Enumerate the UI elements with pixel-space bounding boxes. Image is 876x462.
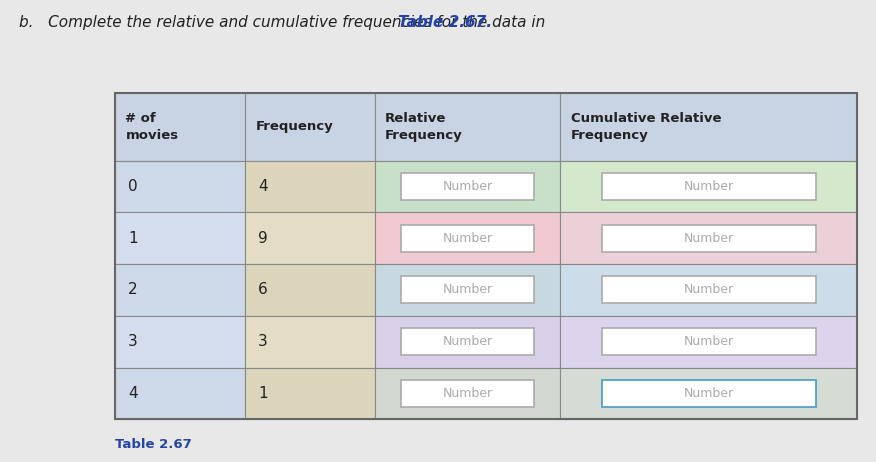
Bar — [115, 264, 244, 316]
Bar — [115, 212, 244, 264]
Bar — [400, 380, 534, 407]
Bar — [400, 276, 534, 304]
Text: Number: Number — [442, 180, 492, 193]
Text: Number: Number — [683, 387, 734, 400]
Text: 2: 2 — [128, 282, 138, 298]
Text: Frequency: Frequency — [255, 121, 333, 134]
Bar — [400, 225, 534, 252]
Text: Number: Number — [683, 231, 734, 245]
Bar — [115, 93, 857, 419]
Text: Number: Number — [442, 231, 492, 245]
Text: 0: 0 — [128, 179, 138, 194]
Bar — [375, 93, 561, 160]
Bar — [400, 328, 534, 355]
Bar — [244, 93, 375, 160]
Bar — [244, 160, 375, 212]
Text: 1: 1 — [258, 386, 267, 401]
Bar — [115, 160, 244, 212]
Text: Relative
Frequency: Relative Frequency — [385, 112, 463, 142]
Bar — [561, 160, 857, 212]
Bar — [561, 212, 857, 264]
Text: Number: Number — [683, 335, 734, 348]
Bar — [561, 93, 857, 160]
Text: # of
movies: # of movies — [125, 112, 179, 142]
Bar — [375, 316, 561, 368]
Bar — [602, 328, 816, 355]
Bar — [602, 225, 816, 252]
Text: Table 2.67.: Table 2.67. — [398, 15, 491, 30]
Text: Number: Number — [442, 335, 492, 348]
Bar — [375, 264, 561, 316]
Text: Table 2.67: Table 2.67 — [115, 438, 192, 450]
Text: 4: 4 — [128, 386, 138, 401]
Bar — [115, 316, 244, 368]
Text: Cumulative Relative
Frequency: Cumulative Relative Frequency — [571, 112, 721, 142]
Text: Number: Number — [442, 283, 492, 297]
Bar — [602, 276, 816, 304]
Bar — [400, 173, 534, 200]
Text: 4: 4 — [258, 179, 267, 194]
Bar — [375, 212, 561, 264]
Bar — [244, 264, 375, 316]
Bar — [244, 316, 375, 368]
Text: Number: Number — [442, 387, 492, 400]
Text: 3: 3 — [258, 334, 268, 349]
Bar — [561, 264, 857, 316]
Bar — [561, 316, 857, 368]
Text: 6: 6 — [258, 282, 268, 298]
Bar — [602, 380, 816, 407]
Bar — [375, 160, 561, 212]
Bar — [115, 368, 244, 419]
Bar — [115, 93, 244, 160]
Bar — [244, 368, 375, 419]
Text: 9: 9 — [258, 231, 268, 246]
Bar — [244, 212, 375, 264]
Bar — [561, 368, 857, 419]
Bar — [602, 173, 816, 200]
Text: 3: 3 — [128, 334, 138, 349]
Text: b.   Complete the relative and cumulative frequencies for the data in: b. Complete the relative and cumulative … — [19, 15, 550, 30]
Bar — [375, 368, 561, 419]
Text: Number: Number — [683, 283, 734, 297]
Text: 1: 1 — [128, 231, 138, 246]
Text: Number: Number — [683, 180, 734, 193]
